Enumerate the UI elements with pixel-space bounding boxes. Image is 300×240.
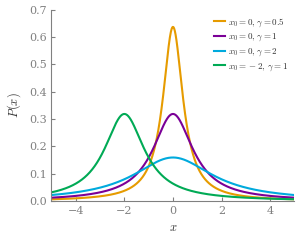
$x_0 = 0,\, \gamma = 1$	[286, 196, 289, 199]
$x_0 = 0,\, \gamma = 1$	[50, 196, 53, 199]
$x_0 = -2,\, \gamma = 1$	[62, 187, 66, 190]
$x_0 = 0,\, \gamma = 0.5$	[286, 198, 289, 201]
$x_0 = 0,\, \gamma = 0.5$	[292, 198, 296, 201]
$x_0 = 0,\, \gamma = 2$	[62, 192, 66, 195]
Line: $x_0 = 0,\, \gamma = 0.5$: $x_0 = 0,\, \gamma = 0.5$	[52, 27, 294, 199]
X-axis label: $x$: $x$	[169, 222, 177, 234]
$x_0 = 0,\, \gamma = 1$	[241, 190, 245, 193]
$x_0 = -2,\, \gamma = 1$	[50, 191, 53, 194]
$x_0 = -2,\, \gamma = 1$	[286, 198, 289, 201]
$x_0 = 0,\, \gamma = 0.5$	[286, 198, 289, 201]
$x_0 = -2,\, \gamma = 1$	[241, 196, 245, 199]
$x_0 = -2,\, \gamma = 1$	[292, 198, 296, 201]
$x_0 = 0,\, \gamma = 0.5$	[241, 194, 245, 197]
$x_0 = 0,\, \gamma = 0.5$	[161, 94, 165, 97]
$x_0 = 0,\, \gamma = 2$	[286, 193, 289, 196]
$x_0 = 0,\, \gamma = 0.5$	[168, 38, 171, 41]
$x_0 = 0,\, \gamma = 2$	[161, 158, 165, 161]
Line: $x_0 = 0,\, \gamma = 2$: $x_0 = 0,\, \gamma = 2$	[52, 157, 294, 195]
$x_0 = 0,\, \gamma = 2$	[286, 193, 289, 196]
$x_0 = -2,\, \gamma = 1$	[286, 198, 289, 201]
$x_0 = 0,\, \gamma = 1$	[286, 196, 289, 199]
$x_0 = 0,\, \gamma = 1$	[292, 196, 296, 199]
Line: $x_0 = 0,\, \gamma = 1$: $x_0 = 0,\, \gamma = 1$	[52, 114, 294, 198]
$x_0 = 0,\, \gamma = 1$	[161, 125, 165, 127]
$x_0 = 0,\, \gamma = 2$	[241, 186, 245, 188]
$x_0 = 0,\, \gamma = 2$	[168, 156, 171, 159]
$x_0 = -2,\, \gamma = 1$	[123, 113, 126, 115]
Legend: $x_0 = 0,\, \gamma = 0.5$, $x_0 = 0,\, \gamma = 1$, $x_0 = 0,\, \gamma = 2$, $x_: $x_0 = 0,\, \gamma = 0.5$, $x_0 = 0,\, \…	[212, 14, 290, 75]
Y-axis label: $P(x)$: $P(x)$	[6, 92, 23, 118]
$x_0 = 0,\, \gamma = 2$	[171, 156, 175, 159]
$x_0 = 0,\, \gamma = 1$	[171, 113, 175, 115]
Line: $x_0 = -2,\, \gamma = 1$: $x_0 = -2,\, \gamma = 1$	[52, 114, 294, 199]
$x_0 = -2,\, \gamma = 1$	[168, 180, 172, 183]
$x_0 = 0,\, \gamma = 1$	[62, 195, 66, 198]
$x_0 = 0,\, \gamma = 0.5$	[171, 25, 175, 28]
$x_0 = 0,\, \gamma = 0.5$	[50, 198, 53, 201]
$x_0 = 0,\, \gamma = 1$	[168, 114, 171, 117]
$x_0 = 0,\, \gamma = 2$	[292, 194, 296, 197]
$x_0 = -2,\, \gamma = 1$	[161, 175, 165, 178]
$x_0 = 0,\, \gamma = 2$	[50, 194, 53, 197]
$x_0 = 0,\, \gamma = 0.5$	[62, 198, 66, 200]
